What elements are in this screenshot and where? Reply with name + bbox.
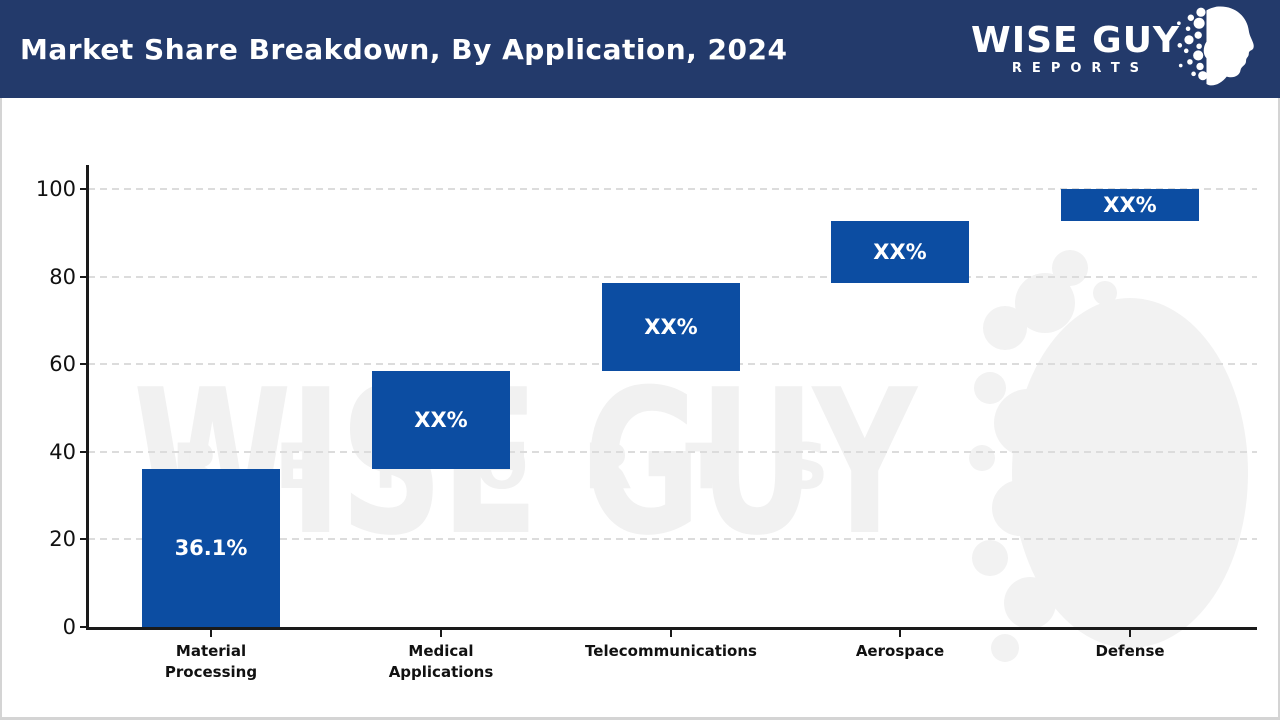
category-label-line: Aerospace bbox=[855, 642, 945, 660]
bar-label-medical-applications: XX% bbox=[414, 407, 468, 432]
y-tick-label-40: 40 bbox=[49, 439, 76, 464]
category-label-line: Processing bbox=[164, 663, 258, 681]
x-tick-aerospace bbox=[899, 629, 901, 637]
x-axis-line bbox=[86, 627, 1257, 630]
logo-face-icon bbox=[1177, 6, 1254, 86]
logo-subtitle: REPORTS bbox=[1011, 61, 1150, 76]
wiseguy-logo: WISE GUY REPORTS bbox=[971, 0, 1258, 98]
category-label-line: Telecommunications bbox=[585, 642, 757, 660]
category-label-telecommunications: Telecommunications bbox=[556, 641, 786, 662]
category-label-medical-applications: Medical Applications bbox=[326, 641, 556, 683]
x-tick-telecommunications bbox=[670, 629, 672, 637]
gridline-80 bbox=[88, 275, 1257, 278]
x-tick-material-processing bbox=[210, 629, 212, 637]
x-tick-defense bbox=[1129, 629, 1131, 637]
logo-wordmark: WISE GUY bbox=[970, 20, 1180, 61]
bar-label-material-processing: 36.1% bbox=[174, 535, 248, 560]
x-tick-medical-applications bbox=[440, 629, 442, 637]
y-tick-60 bbox=[80, 363, 88, 366]
category-label-material-processing: Material Processing bbox=[96, 641, 326, 683]
bar-aerospace: XX% bbox=[831, 220, 969, 284]
category-label-line: Material bbox=[175, 642, 247, 660]
y-tick-100 bbox=[80, 188, 88, 190]
y-tick-80 bbox=[80, 275, 88, 278]
y-axis-line bbox=[86, 165, 89, 629]
y-tick-20 bbox=[80, 538, 88, 541]
y-tick-label-20: 20 bbox=[49, 527, 76, 552]
y-tick-0 bbox=[80, 626, 88, 628]
bar-material-processing: 36.1% bbox=[142, 468, 280, 627]
gridline-20 bbox=[88, 538, 1257, 541]
y-tick-label-100: 100 bbox=[35, 177, 76, 201]
bar-medical-applications: XX% bbox=[372, 370, 510, 469]
bar-telecommunications: XX% bbox=[602, 283, 740, 371]
gridline-40 bbox=[88, 450, 1257, 453]
y-tick-label-80: 80 bbox=[49, 264, 76, 289]
header-bar: Market Share Breakdown, By Application, … bbox=[0, 0, 1280, 98]
watermark-head-icon bbox=[969, 250, 1248, 662]
category-label-line: Defense bbox=[1095, 642, 1165, 660]
bar-label-defense: XX% bbox=[1103, 192, 1157, 217]
y-tick-label-60: 60 bbox=[49, 352, 76, 377]
bar-label-telecommunications: XX% bbox=[644, 314, 698, 339]
logo-text: WISE GUY REPORTS bbox=[970, 20, 1180, 76]
category-label-aerospace: Aerospace bbox=[785, 641, 1015, 662]
category-label-line: Applications bbox=[388, 663, 494, 681]
y-tick-40 bbox=[80, 450, 88, 453]
category-label-defense: Defense bbox=[1015, 641, 1245, 662]
bar-label-aerospace: XX% bbox=[873, 239, 927, 264]
chart-area: WISE GUY REPORTS 0 20 40 60 80 100 36.1% Materi… bbox=[0, 98, 1280, 720]
y-tick-label-0: 0 bbox=[62, 615, 76, 639]
chart-title: Market Share Breakdown, By Application, … bbox=[20, 32, 788, 66]
category-label-line: Medical bbox=[408, 642, 474, 660]
bar-defense: XX% bbox=[1061, 189, 1199, 221]
gridline-100 bbox=[88, 188, 1257, 190]
